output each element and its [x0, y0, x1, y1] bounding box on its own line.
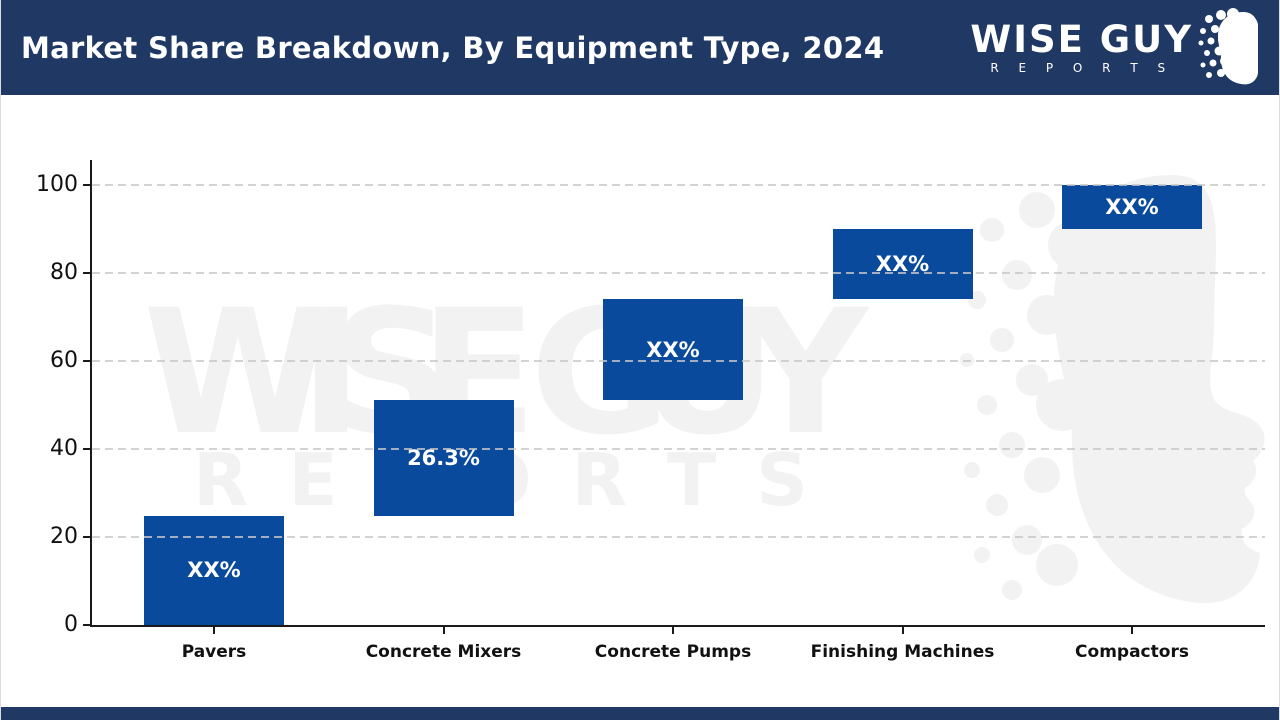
logo-face-icon — [1198, 8, 1258, 85]
x-axis-category-label: Concrete Mixers — [365, 642, 522, 662]
logo-text: WISE GUY R E P O R T S — [970, 18, 1193, 75]
x-axis-tick — [442, 627, 445, 634]
waterfall-bar: XX% — [144, 515, 284, 625]
waterfall-bar: XX% — [603, 299, 743, 401]
plot-area: WISE GUY R E P O R T S 020406080100XX%Pa… — [36, 160, 1265, 662]
x-axis-tick — [1131, 627, 1133, 634]
chart-title: Market Share Breakdown, By Equipment Typ… — [21, 30, 885, 65]
header-band: Market Share Breakdown, By Equipment Typ… — [1, 0, 1279, 95]
x-axis-tick — [213, 627, 215, 634]
bar-value-label: XX% — [1105, 195, 1159, 220]
logo-subtitle: R E P O R T S — [990, 60, 1174, 75]
bar-value-label: XX% — [875, 252, 930, 277]
y-axis-tick-label: 100 — [36, 172, 78, 198]
bar-value-label: XX% — [646, 337, 700, 362]
watermark-subtitle: R E P O R T S — [193, 438, 848, 522]
bar-value-label: 26.3% — [407, 446, 480, 471]
footer-band — [1, 707, 1279, 720]
bar-value-label: XX% — [187, 558, 241, 583]
wise-guy-logo: WISE GUY R E P O R T S — [970, 6, 1267, 90]
y-axis-tick — [83, 536, 90, 539]
y-axis-tick — [83, 448, 90, 451]
waterfall-bar: XX% — [1062, 185, 1202, 230]
x-axis-tick — [901, 627, 904, 634]
y-axis-tick-label: 0 — [64, 612, 78, 637]
waterfall-bar: XX% — [832, 229, 973, 300]
y-axis-tick-label: 40 — [50, 436, 78, 462]
y-axis-tick-label: 80 — [50, 260, 78, 286]
y-axis-tick-label: 60 — [50, 348, 78, 374]
x-axis-category-label: Concrete Pumps — [594, 642, 752, 662]
logo-wordmark: WISE GUY — [970, 18, 1193, 62]
x-axis-category-label: Finishing Machines — [810, 642, 995, 662]
y-axis-tick — [83, 360, 90, 363]
x-axis-category-label: Pavers — [181, 642, 247, 662]
watermark-face-icon — [954, 175, 1265, 604]
x-axis-tick — [672, 627, 674, 634]
waterfall-bar: 26.3% — [373, 400, 514, 516]
y-axis-tick-label: 20 — [50, 524, 78, 550]
y-axis-tick — [83, 184, 90, 187]
y-axis-tick — [83, 624, 90, 626]
x-axis-category-label: Compactors — [1075, 642, 1189, 662]
y-axis-tick — [83, 272, 90, 275]
